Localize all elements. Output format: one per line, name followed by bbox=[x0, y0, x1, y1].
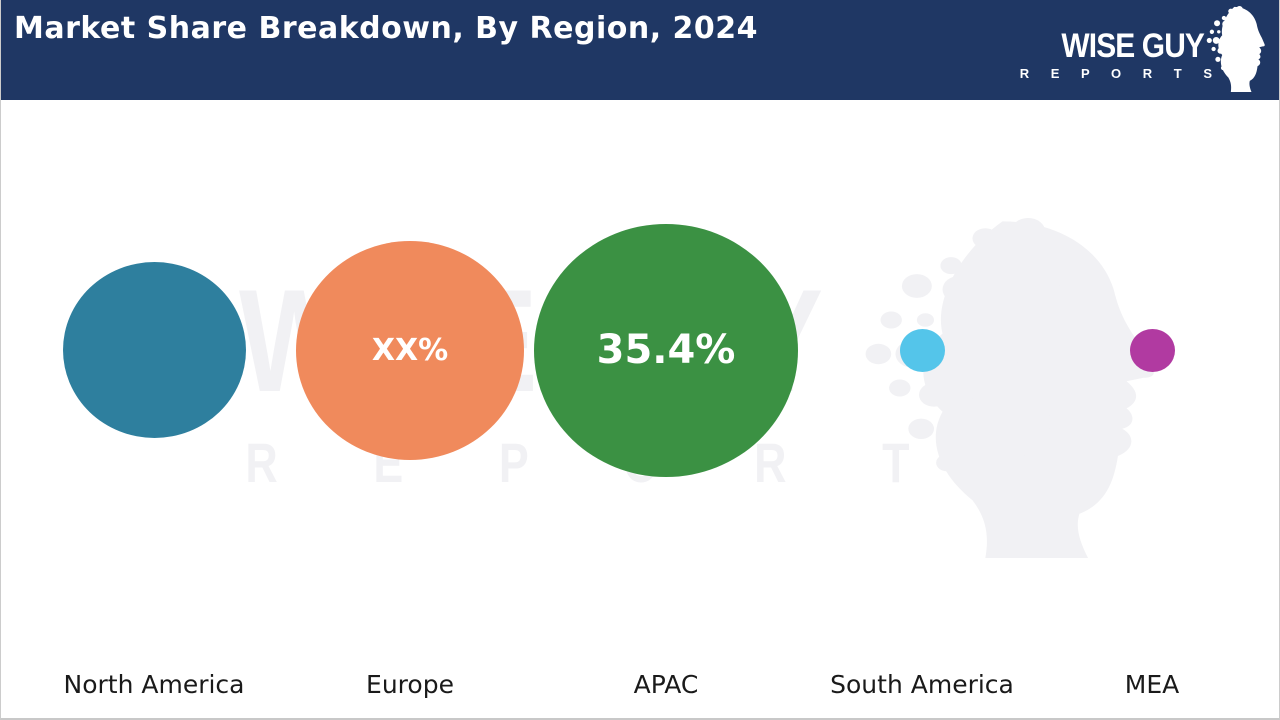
bubble-value-label: 35.4% bbox=[596, 327, 736, 373]
logo-tagline: R E P O R T S bbox=[1019, 65, 1221, 81]
category-label-apac: APAC bbox=[633, 670, 699, 699]
bubble-north-america[interactable] bbox=[62, 262, 246, 438]
bubble-apac[interactable]: 35.4% bbox=[534, 223, 798, 477]
category-label-south-america: South America bbox=[830, 670, 1014, 699]
category-label-north-america: North America bbox=[63, 670, 245, 699]
bubble-value-label: XX% bbox=[371, 332, 449, 368]
category-label-europe: Europe bbox=[366, 670, 454, 699]
logo-name: WISE GUY bbox=[1061, 26, 1204, 65]
bubble-mea[interactable] bbox=[1129, 328, 1175, 372]
wise-guy-logo: WISE GUY R E P O R T S bbox=[1020, 6, 1267, 92]
bubble-south-america[interactable] bbox=[899, 328, 945, 372]
bubble-europe[interactable]: XX% bbox=[296, 240, 524, 460]
category-label-mea: MEA bbox=[1124, 670, 1180, 699]
page-title: Market Share Breakdown, By Region, 2024 bbox=[14, 11, 759, 46]
header-bar: Market Share Breakdown, By Region, 2024 … bbox=[1, 0, 1279, 100]
watermark-head-icon bbox=[865, 218, 1154, 558]
